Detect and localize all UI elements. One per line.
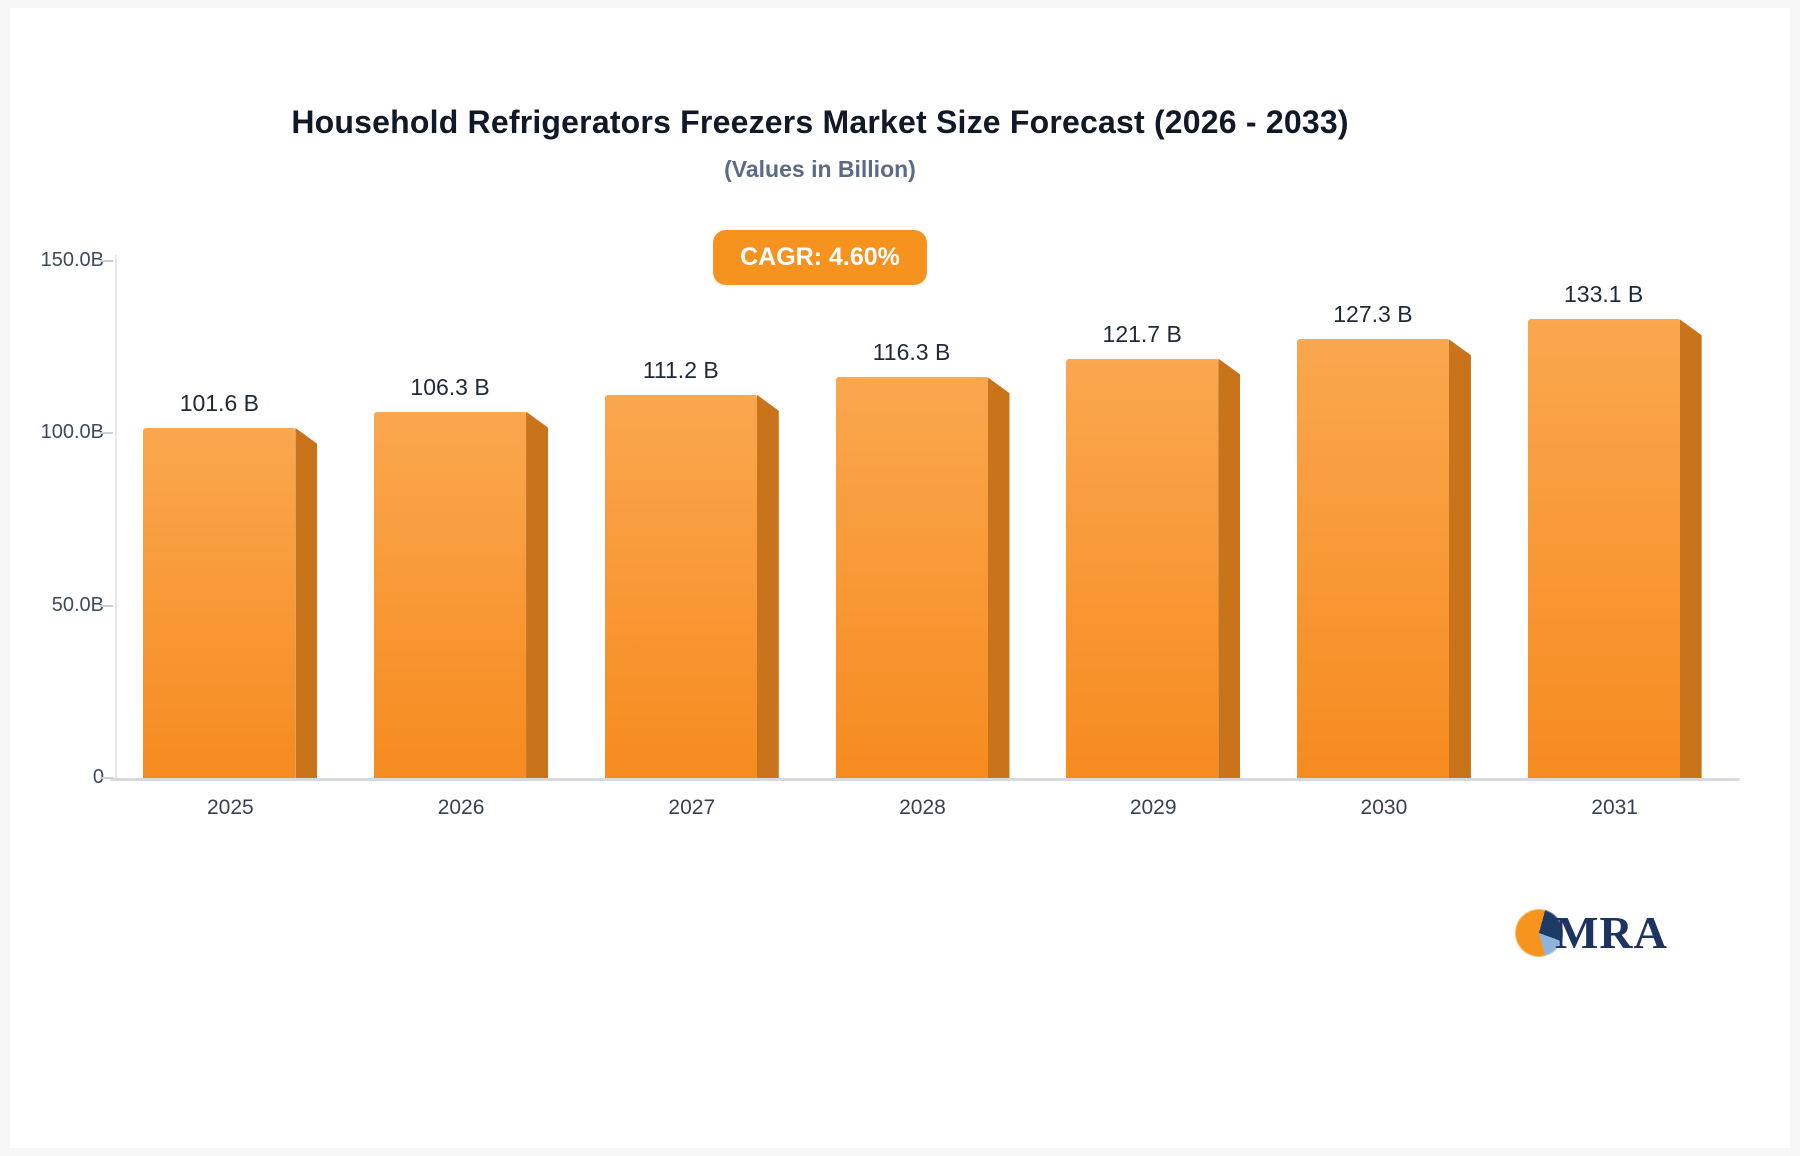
x-axis-line <box>110 778 1740 781</box>
cagr-badge-row: CAGR: 4.60% <box>10 230 1630 285</box>
bar-side-2025 <box>295 427 318 778</box>
x-axis-label-2026: 2026 <box>437 796 485 819</box>
y-tick-label-0: 0 <box>92 766 104 788</box>
y-tick-label-100: 100.0B <box>40 421 104 444</box>
bar-value-2027: 111.2 B <box>642 356 719 383</box>
pie-logo-icon <box>1515 908 1563 957</box>
bar-2027: 111.2 B <box>604 357 779 778</box>
bar-value-2025: 101.6 B <box>179 389 259 416</box>
bar-side-2026 <box>526 411 549 778</box>
cagr-badge: CAGR: 4.60% <box>713 230 927 285</box>
bar-2025: 101.6 B <box>143 390 318 778</box>
x-axis-label-2031: 2031 <box>1591 796 1638 819</box>
chart-subtitle: (Values in Billion) <box>724 156 916 182</box>
bar-2028: 116.3 B <box>835 339 1010 778</box>
y-tick-label-150: 150.0B <box>40 249 104 271</box>
bar-side-2030 <box>1448 339 1471 778</box>
y-axis-line <box>115 255 117 780</box>
x-axis-label-2025: 2025 <box>206 796 254 819</box>
y-tick-mark-0 <box>100 777 113 779</box>
bar-value-2028: 116.3 B <box>872 339 951 366</box>
mra-logo: MRA <box>1515 906 1668 959</box>
bar-chart: 150.0B 100.0B 50.0B 0 101.6 B 2025 106.3 B 2026… <box>10 8 1790 1148</box>
y-tick-mark-150 <box>100 260 113 262</box>
bar-value-2026: 106.3 B <box>410 373 490 400</box>
bar-2026: 106.3 B <box>374 374 549 778</box>
bar-side-2029 <box>1218 358 1241 778</box>
bar-face-2025 <box>143 427 296 778</box>
bar-value-2030: 127.3 B <box>1333 301 1413 328</box>
y-tick-mark-100 <box>100 432 113 435</box>
bar-side-2027 <box>756 394 779 778</box>
bar-2030: 127.3 B <box>1296 301 1471 778</box>
logo-text: MRA <box>1555 907 1668 958</box>
y-tick-mark-50 <box>100 604 113 607</box>
chart-title: Household Refrigerators Freezers Market … <box>291 104 1349 140</box>
bar-face-2030 <box>1296 339 1449 778</box>
bar-2029: 121.7 B <box>1066 321 1241 778</box>
x-axis-label-2027: 2027 <box>668 796 716 819</box>
bar-face-2029 <box>1066 358 1219 778</box>
y-tick-label-50: 50.0B <box>51 593 104 616</box>
x-axis-label-2028: 2028 <box>899 796 946 819</box>
bar-face-2031 <box>1527 319 1680 778</box>
bar-side-2031 <box>1679 319 1702 778</box>
bar-face-2028 <box>835 377 988 778</box>
x-axis-label-2029: 2029 <box>1129 796 1177 819</box>
x-axis-label-2030: 2030 <box>1360 796 1408 819</box>
chart-card: Household Refrigerators Freezers Market … <box>10 8 1790 1148</box>
bar-value-2029: 121.7 B <box>1102 320 1182 347</box>
bar-value-2031: 133.1 B <box>1563 281 1644 308</box>
bar-2031: 133.1 B <box>1527 281 1702 778</box>
bar-face-2027 <box>604 394 757 778</box>
bar-face-2026 <box>374 411 527 778</box>
bar-side-2028 <box>987 377 1010 778</box>
